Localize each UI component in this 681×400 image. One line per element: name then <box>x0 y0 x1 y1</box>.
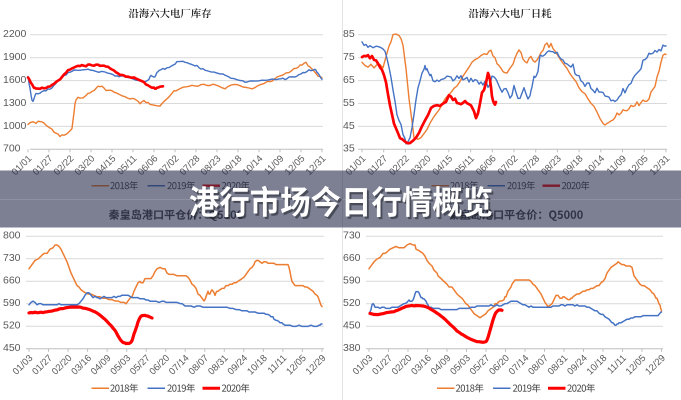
svg-text:520: 520 <box>3 320 21 332</box>
svg-text:380: 380 <box>343 342 361 354</box>
svg-text:520: 520 <box>343 297 361 309</box>
svg-text:730: 730 <box>343 230 361 242</box>
svg-text:1300: 1300 <box>3 97 27 109</box>
svg-text:35: 35 <box>343 143 355 155</box>
svg-text:65: 65 <box>343 74 355 86</box>
svg-text:800: 800 <box>3 230 21 242</box>
svg-text:450: 450 <box>3 342 21 354</box>
svg-text:85: 85 <box>343 28 355 40</box>
svg-text:45: 45 <box>343 120 355 132</box>
svg-text:55: 55 <box>343 97 355 109</box>
svg-text:730: 730 <box>3 252 21 264</box>
svg-text:660: 660 <box>3 275 21 287</box>
svg-text:660: 660 <box>343 252 361 264</box>
svg-text:1000: 1000 <box>3 120 27 132</box>
svg-text:75: 75 <box>343 51 355 63</box>
svg-text:450: 450 <box>343 320 361 332</box>
svg-text:700: 700 <box>3 143 21 155</box>
svg-text:2200: 2200 <box>3 28 27 40</box>
svg-text:1900: 1900 <box>3 51 27 63</box>
svg-text:590: 590 <box>343 275 361 287</box>
svg-text:1600: 1600 <box>3 74 27 86</box>
svg-text:590: 590 <box>3 297 21 309</box>
